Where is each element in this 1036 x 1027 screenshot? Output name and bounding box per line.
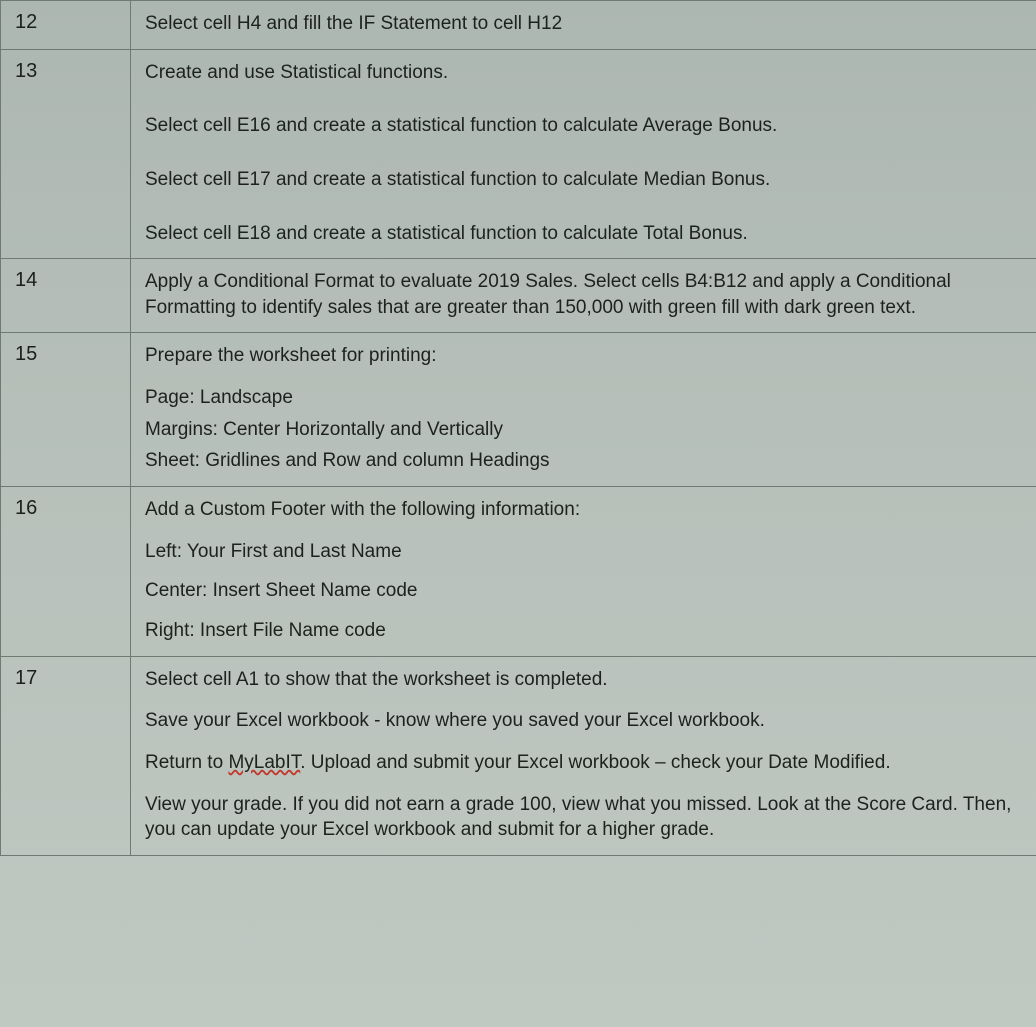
- step-text: Select cell A1 to show that the workshee…: [145, 667, 1022, 693]
- step-text: Left: Your First and Last Name: [145, 539, 1022, 565]
- step-description: Select cell H4 and fill the IF Statement…: [131, 1, 1036, 50]
- step-number: 14: [1, 259, 131, 333]
- step-number: 15: [1, 333, 131, 487]
- step-text: Right: Insert File Name code: [145, 618, 1022, 644]
- step-description: Prepare the worksheet for printing: Page…: [131, 333, 1036, 487]
- step-text-part: Return to: [145, 752, 228, 773]
- step-text: Apply a Conditional Format to evaluate 2…: [145, 269, 1022, 320]
- step-text: Add a Custom Footer with the following i…: [145, 497, 1022, 523]
- step-text: Sheet: Gridlines and Row and column Head…: [145, 448, 1022, 474]
- step-number: 13: [1, 49, 131, 259]
- step-description: Add a Custom Footer with the following i…: [131, 487, 1036, 657]
- step-text: Select cell E16 and create a statistical…: [145, 113, 1022, 139]
- table-row: 15 Prepare the worksheet for printing: P…: [1, 333, 1036, 487]
- step-description: Apply a Conditional Format to evaluate 2…: [131, 259, 1036, 333]
- step-text: Return to MyLabIT. Upload and submit you…: [145, 750, 1022, 776]
- step-text: Select cell E18 and create a statistical…: [145, 221, 1022, 247]
- instruction-table: 12 Select cell H4 and fill the IF Statem…: [0, 0, 1036, 856]
- table-row: 16 Add a Custom Footer with the followin…: [1, 487, 1036, 657]
- table-row: 17 Select cell A1 to show that the works…: [1, 656, 1036, 855]
- step-text: View your grade. If you did not earn a g…: [145, 792, 1022, 843]
- step-text: Select cell E17 and create a statistical…: [145, 167, 1022, 193]
- step-text: Select cell H4 and fill the IF Statement…: [145, 11, 1022, 37]
- table-row: 13 Create and use Statistical functions.…: [1, 49, 1036, 259]
- step-text: Create and use Statistical functions.: [145, 60, 1022, 86]
- instruction-page: 12 Select cell H4 and fill the IF Statem…: [0, 0, 1036, 1027]
- table-row: 12 Select cell H4 and fill the IF Statem…: [1, 1, 1036, 50]
- step-number: 12: [1, 1, 131, 50]
- step-number: 16: [1, 487, 131, 657]
- step-text: Page: Landscape: [145, 385, 1022, 411]
- step-text-part: . Upload and submit your Excel workbook …: [300, 752, 890, 773]
- step-description: Select cell A1 to show that the workshee…: [131, 656, 1036, 855]
- step-text: Prepare the worksheet for printing:: [145, 343, 1022, 369]
- mylabit-link[interactable]: MyLabIT: [228, 752, 300, 773]
- step-description: Create and use Statistical functions. Se…: [131, 49, 1036, 259]
- step-number: 17: [1, 656, 131, 855]
- step-text: Margins: Center Horizontally and Vertica…: [145, 417, 1022, 443]
- step-text: Center: Insert Sheet Name code: [145, 578, 1022, 604]
- table-row: 14 Apply a Conditional Format to evaluat…: [1, 259, 1036, 333]
- step-text: Save your Excel workbook - know where yo…: [145, 708, 1022, 734]
